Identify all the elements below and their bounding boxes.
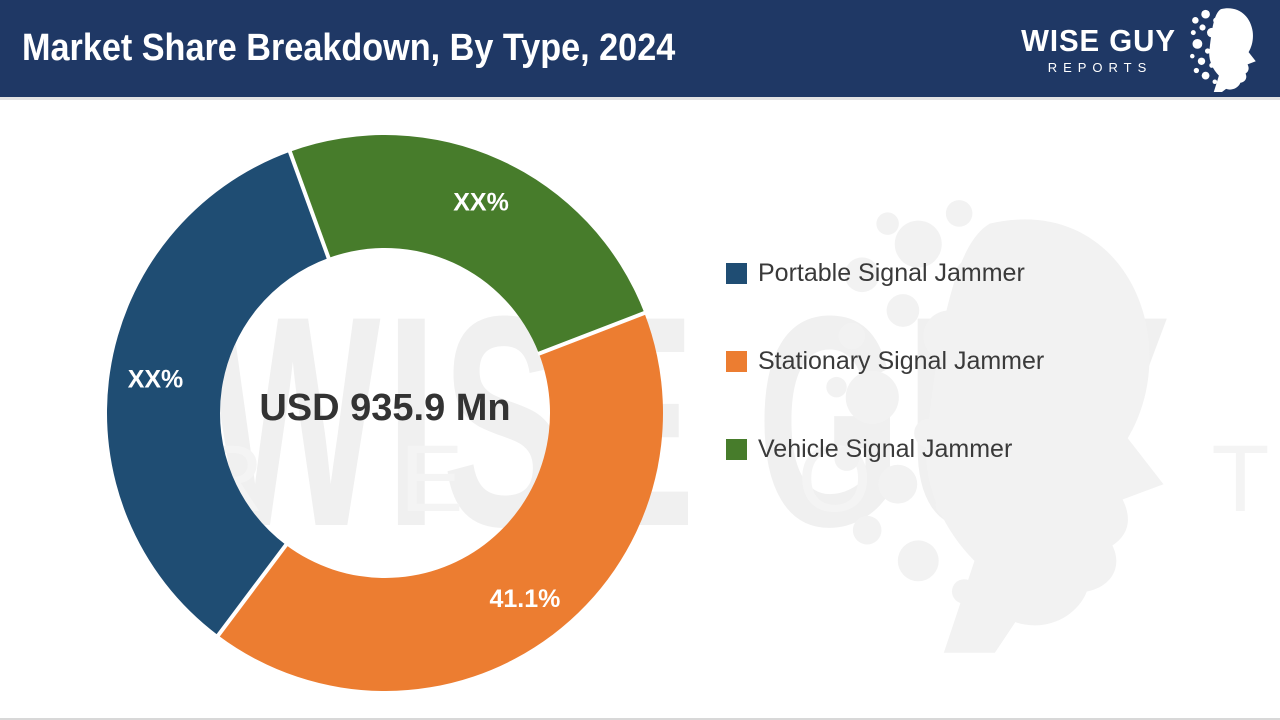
donut-chart: XX% 41.1% XX%: [106, 134, 664, 691]
segment-divider: [537, 310, 647, 356]
segment-divider: [287, 150, 331, 260]
header-bar: Market Share Breakdown, By Type, 2024 WI…: [0, 0, 1280, 100]
segment-label: XX%: [128, 366, 184, 394]
segment-label: 41.1%: [489, 585, 560, 613]
legend-swatch: [726, 438, 747, 460]
segment-label: XX%: [453, 189, 509, 217]
legend-label: Vehicle Signal Jammer: [758, 434, 1013, 463]
wise-guy-logo: WISE GUY REPORTS: [1017, 6, 1260, 92]
legend-swatch: [726, 350, 747, 372]
legend-item[interactable]: Stationary Signal Jammer: [726, 346, 1044, 376]
watermark-face: [826, 200, 1164, 653]
bottom-divider: [0, 718, 1280, 720]
page-title: Market Share Breakdown, By Type, 2024: [22, 27, 676, 69]
donut-segment[interactable]: [106, 151, 329, 636]
chart-area: WISE GUY R E P O R T S XX%41.1%XX% USD 9…: [0, 103, 1280, 718]
logo-wordmark: WISE GUY: [1021, 22, 1176, 58]
legend-item[interactable]: Vehicle Signal Jammer: [726, 434, 1044, 464]
legend-swatch: [726, 262, 747, 284]
donut-segment[interactable]: [289, 134, 645, 354]
legend-label: Portable Signal Jammer: [758, 258, 1025, 287]
chart-center-value: USD 935.9 Mn: [259, 387, 511, 429]
segment-divider: [215, 542, 289, 638]
donut-segment[interactable]: [218, 313, 664, 691]
legend-label: Stationary Signal Jammer: [758, 346, 1045, 375]
logo-subtext: REPORTS: [1047, 59, 1153, 75]
legend-item[interactable]: Portable Signal Jammer: [726, 258, 1044, 288]
chart-legend: Portable Signal Jammer Stationary Signal …: [726, 258, 1044, 522]
logo-face-icon: [1190, 7, 1256, 92]
